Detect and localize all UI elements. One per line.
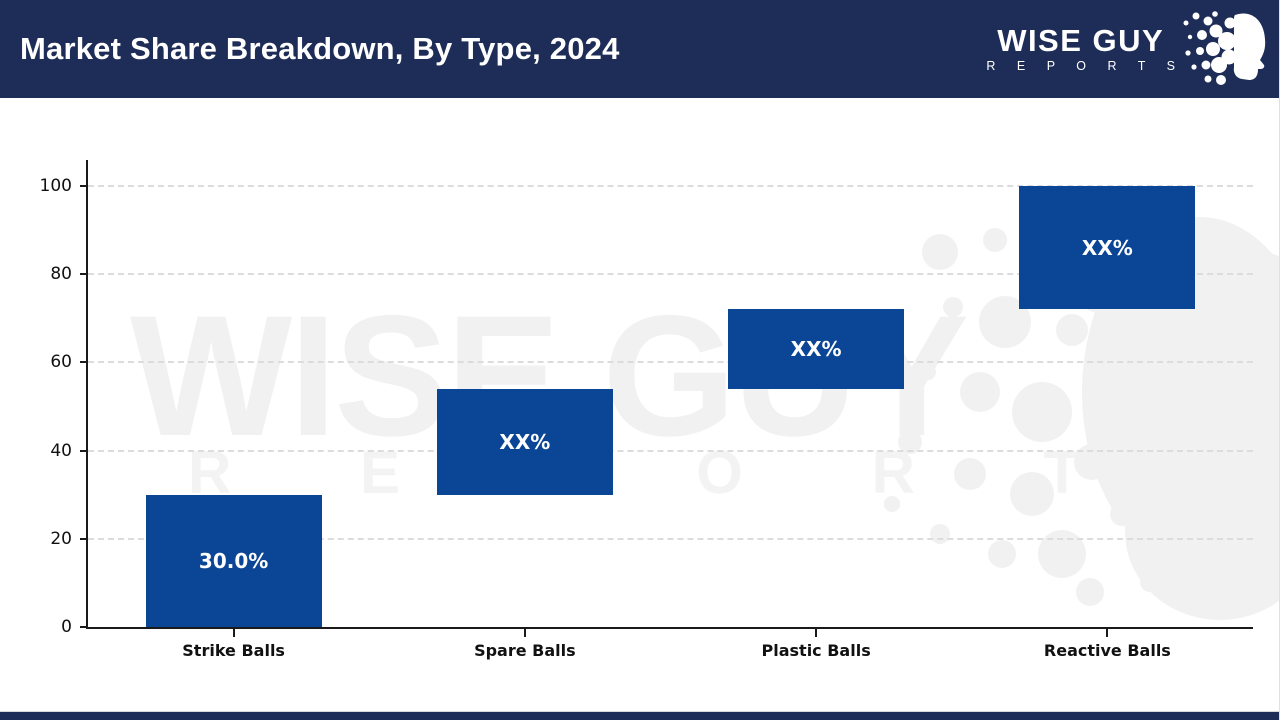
y-axis-line [86, 160, 88, 629]
logo-subtext: R E P O R T S [986, 59, 1184, 74]
bar-segment [436, 388, 613, 495]
logo-wordmark: WISE GUY [997, 22, 1165, 58]
dotted-head-logo-icon [1183, 11, 1266, 85]
y-axis-tick [80, 361, 88, 364]
grid-line [88, 537, 1253, 540]
x-axis-tick [815, 629, 818, 637]
brand-logo-text: WISE GUY R E P O R T S [977, 22, 1184, 74]
header: Market Share Breakdown, By Type, 2024 WI… [0, 0, 1279, 98]
chart-title: Market Share Breakdown, By Type, 2024 [20, 31, 620, 66]
y-axis-tick-label: 100 [39, 176, 72, 196]
x-axis-category-label: Reactive Balls [1043, 641, 1171, 660]
y-axis-tick [80, 449, 88, 452]
x-axis-line [86, 627, 1253, 629]
y-axis-tick-label: 40 [50, 440, 72, 461]
grid-line [88, 273, 1253, 276]
x-axis-category-label: Strike Balls [182, 641, 285, 660]
grid-line [88, 185, 1253, 187]
x-axis-category-label: Plastic Balls [761, 641, 871, 660]
footer-bar [0, 712, 1279, 720]
x-axis-tick [1106, 629, 1109, 637]
bar-value-label: 30.0% [198, 548, 269, 573]
bar-value-label: XX% [499, 429, 551, 454]
bar-segment [728, 309, 905, 389]
y-axis-tick-label: 0 [61, 617, 72, 637]
y-axis-tick [80, 185, 88, 187]
bar-segment [145, 494, 322, 627]
x-axis-category-label: Spare Balls [474, 641, 576, 660]
x-axis-tick [232, 629, 235, 637]
brand-logo: WISE GUY R E P O R T S [977, 7, 1266, 91]
bar-value-label: XX% [1081, 235, 1133, 260]
y-axis-tick-label: 20 [50, 528, 72, 549]
bar-value-label: XX% [790, 337, 842, 362]
y-axis-tick-label: 60 [50, 352, 72, 373]
grid-line [88, 361, 1253, 364]
y-axis-tick-label: 80 [50, 264, 72, 285]
y-axis-tick [80, 273, 88, 276]
grid-line [88, 449, 1253, 452]
footer-divider [0, 711, 1279, 712]
x-axis-tick [523, 629, 526, 637]
y-axis-tick [80, 537, 88, 540]
y-axis-tick [80, 626, 88, 628]
